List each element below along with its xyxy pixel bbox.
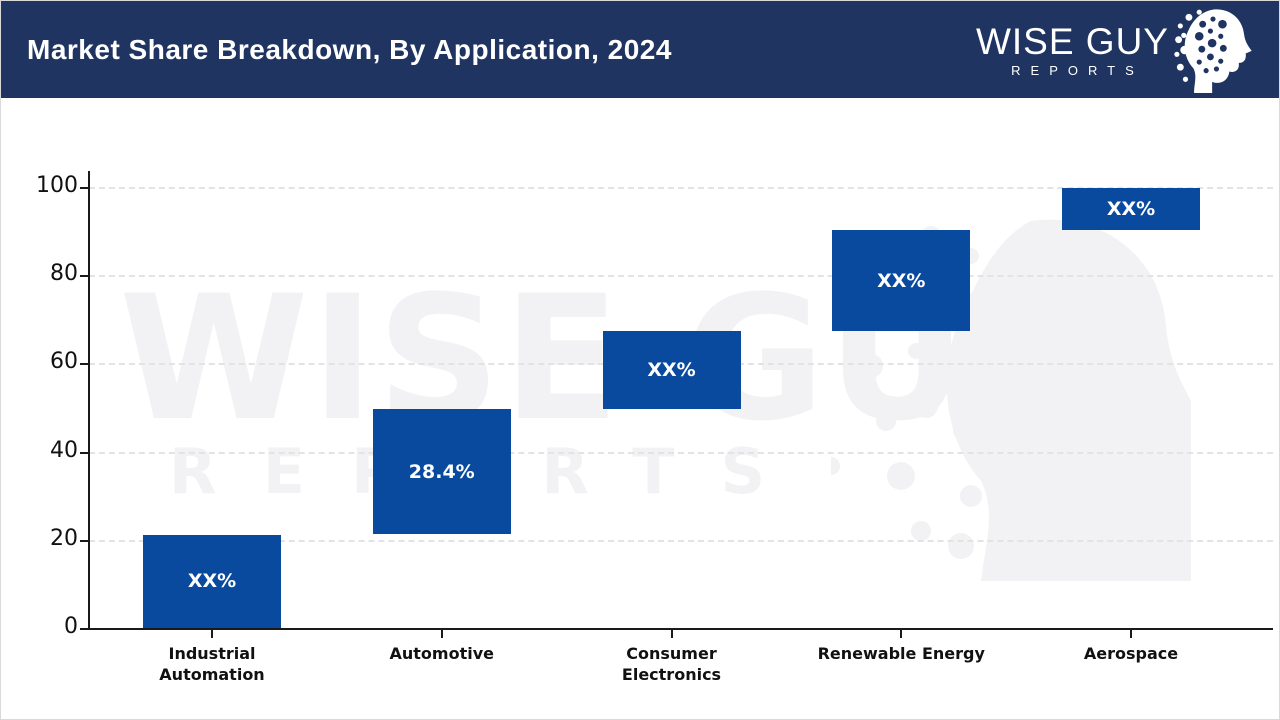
watermark-dotted-face-icon [831, 219, 1191, 581]
y-tick-mark-60 [80, 363, 88, 366]
y-tick-mark-100 [80, 187, 88, 189]
y-tick-label: 0 [64, 614, 78, 639]
y-tick-label: 100 [36, 173, 78, 198]
x-axis-label-line: Aerospace [1083, 644, 1179, 663]
x-tick-mark-industrial-automation [211, 630, 213, 638]
gridline-100 [89, 187, 1273, 189]
brand-logo-text: WISE GUY REPORTS [976, 23, 1169, 77]
bar-aerospace: XX% [1062, 187, 1200, 231]
x-tick-mark-automotive [440, 630, 443, 638]
x-axis-label-line: Renewable Energy [817, 644, 985, 663]
bar-renewable-energy: XX% [832, 230, 971, 332]
brand-logo: WISE GUY REPORTS [976, 7, 1255, 93]
y-tick-label: 40 [50, 437, 78, 463]
plot-area: 0 20 40 60 80 100 XX% Industrial Automation 28.4%… [1, 98, 1279, 719]
y-tick-mark-0 [80, 628, 88, 630]
bar-value-label: XX% [1106, 198, 1156, 221]
gridline-40 [89, 451, 1273, 454]
y-tick-mark-80 [80, 275, 88, 278]
gridline-20 [89, 539, 1273, 542]
x-axis-label-consumer-electronics: Consumer Electronics [557, 643, 787, 685]
x-axis-label-aerospace: Aerospace [1016, 643, 1246, 664]
y-tick-mark-20 [80, 539, 88, 542]
bar-industrial-automation: XX% [143, 534, 281, 628]
x-tick-mark-aerospace [1130, 630, 1132, 638]
bar-value-label: XX% [877, 269, 926, 292]
x-axis-label-line: Industrial [168, 644, 256, 663]
y-tick-label: 80 [50, 261, 78, 287]
bar-consumer-electronics: XX% [602, 331, 741, 410]
x-axis-label-renewable-energy: Renewable Energy [786, 643, 1016, 664]
brand-subtitle: REPORTS [1011, 62, 1144, 78]
x-axis-label-line: Electronics [621, 665, 722, 684]
bar-value-label: XX% [647, 359, 696, 382]
x-axis-label-industrial-automation: Industrial Automation [97, 643, 327, 685]
dotted-face-profile-icon [1174, 8, 1252, 93]
chart-title: Market Share Breakdown, By Application, … [27, 33, 672, 65]
x-tick-mark-consumer-electronics [670, 630, 673, 638]
x-tick-mark-renewable-energy [900, 630, 903, 638]
x-axis-label-line: Automotive [389, 644, 495, 663]
x-axis-label-automotive: Automotive [327, 643, 557, 664]
gridline-80 [89, 275, 1273, 278]
x-axis-line [88, 628, 1273, 630]
brand-name: WISE GUY [975, 20, 1169, 62]
bar-automotive: 28.4% [372, 409, 511, 535]
x-axis-label-line: Automation [159, 665, 265, 684]
y-tick-label: 20 [50, 525, 78, 551]
y-axis-line [88, 171, 90, 630]
x-axis-label-line: Consumer [626, 644, 717, 663]
header-bar: Market Share Breakdown, By Application, … [1, 1, 1279, 98]
y-tick-label: 60 [50, 349, 78, 375]
bar-value-label: 28.4% [408, 460, 475, 483]
bar-value-label: XX% [187, 570, 237, 593]
y-tick-mark-40 [80, 451, 88, 454]
